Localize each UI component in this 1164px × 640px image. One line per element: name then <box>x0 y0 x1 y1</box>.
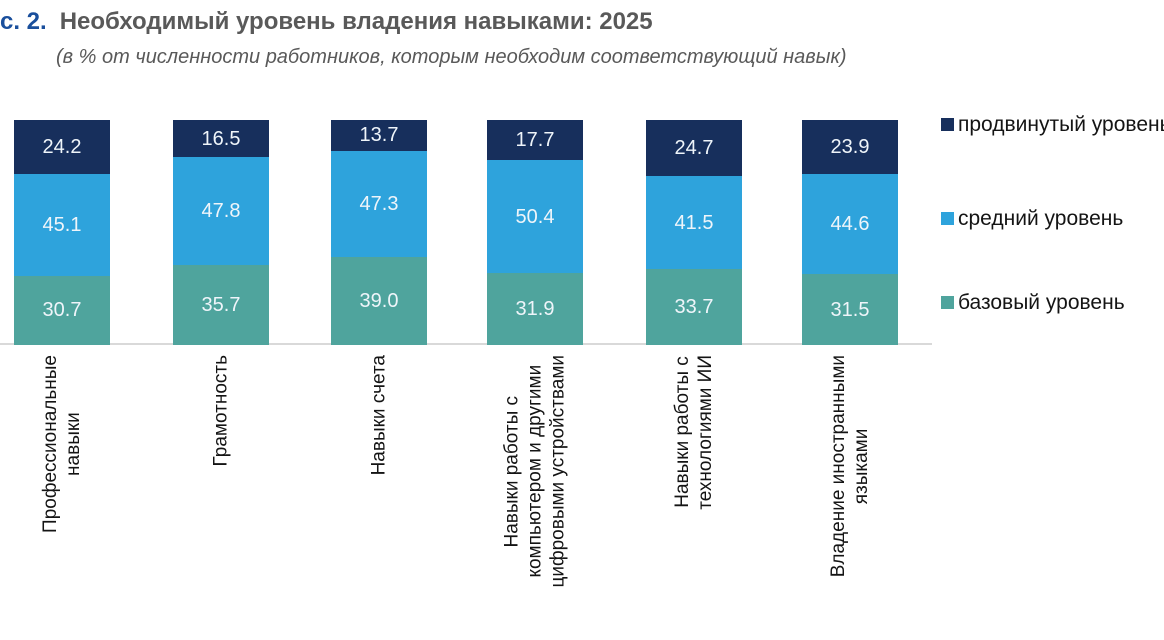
bar-stack: 33.7 41.5 24.7 <box>646 120 742 345</box>
bar-stack: 39.0 47.3 13.7 <box>331 120 427 345</box>
x-axis-line <box>0 343 932 345</box>
bar-segment-middle: 44.6 <box>802 173 898 275</box>
value-label: 13.7 <box>359 124 399 147</box>
category-label: Грамотность <box>210 355 232 467</box>
bar-segment-middle: 50.4 <box>487 159 583 274</box>
bar-segment-middle: 47.3 <box>331 150 427 258</box>
bar-segment-advanced: 13.7 <box>331 120 427 151</box>
bar-segment-advanced: 24.7 <box>646 120 742 176</box>
value-label: 47.8 <box>201 199 241 222</box>
bar-segment-middle: 47.8 <box>173 157 269 265</box>
bar-segment-basic: 33.7 <box>646 269 742 345</box>
value-label: 45.1 <box>42 214 82 237</box>
legend-swatch <box>941 212 954 225</box>
value-label: 41.5 <box>674 211 714 234</box>
legend-label: продвинутый уровень <box>958 113 1164 136</box>
value-label: 50.4 <box>515 205 555 228</box>
bar-stack: 35.7 47.8 16.5 <box>173 120 269 345</box>
bar-segment-basic: 39.0 <box>331 257 427 345</box>
value-label: 30.7 <box>42 299 82 322</box>
category-label: Навыки работы с компьютером и другими ци… <box>501 355 569 588</box>
value-label: 16.5 <box>201 127 241 150</box>
value-label: 44.6 <box>830 212 870 235</box>
value-label: 23.9 <box>830 135 870 158</box>
value-label: 24.7 <box>674 137 714 160</box>
figure-number: с. 2. <box>0 8 47 35</box>
bar-segment-advanced: 23.9 <box>802 120 898 174</box>
value-label: 33.7 <box>674 296 714 319</box>
value-label: 35.7 <box>201 293 241 316</box>
legend-swatch <box>941 118 954 131</box>
value-label: 39.0 <box>359 290 399 313</box>
legend-label: средний уровень <box>958 207 1124 230</box>
figure-subtitle: (в % от численности работников, которым … <box>56 46 847 68</box>
value-label: 31.9 <box>515 298 555 321</box>
figure-title-text: Необходимый уровень владения навыками: 2… <box>59 8 653 35</box>
category-label: Профессиональные навыки <box>40 355 84 533</box>
bar-segment-advanced: 16.5 <box>173 120 269 158</box>
legend-label: базовый уровень <box>958 291 1125 314</box>
category-label: Навыки счета <box>368 355 390 476</box>
legend-swatch <box>941 296 954 309</box>
value-label: 47.3 <box>359 193 399 216</box>
bar-stack: 30.7 45.1 24.2 <box>14 120 110 345</box>
bar-segment-advanced: 17.7 <box>487 120 583 160</box>
bar-stack: 31.5 44.6 23.9 <box>802 120 898 345</box>
value-label: 31.5 <box>830 298 870 321</box>
value-label: 24.2 <box>42 136 82 159</box>
bar-segment-basic: 31.9 <box>487 273 583 345</box>
category-label: Навыки работы с технологиями ИИ <box>672 355 716 510</box>
figure-title: с. 2. Необходимый уровень владения навыка… <box>0 7 653 37</box>
bar-segment-advanced: 24.2 <box>14 120 110 175</box>
value-label: 17.7 <box>515 128 555 151</box>
bar-segment-basic: 31.5 <box>802 274 898 345</box>
bar-segment-basic: 35.7 <box>173 264 269 345</box>
bar-segment-middle: 45.1 <box>14 174 110 276</box>
bar-segment-middle: 41.5 <box>646 175 742 270</box>
bar-stack: 31.9 50.4 17.7 <box>487 120 583 345</box>
category-label: Владение иностранными языками <box>828 355 872 578</box>
bar-segment-basic: 30.7 <box>14 275 110 345</box>
